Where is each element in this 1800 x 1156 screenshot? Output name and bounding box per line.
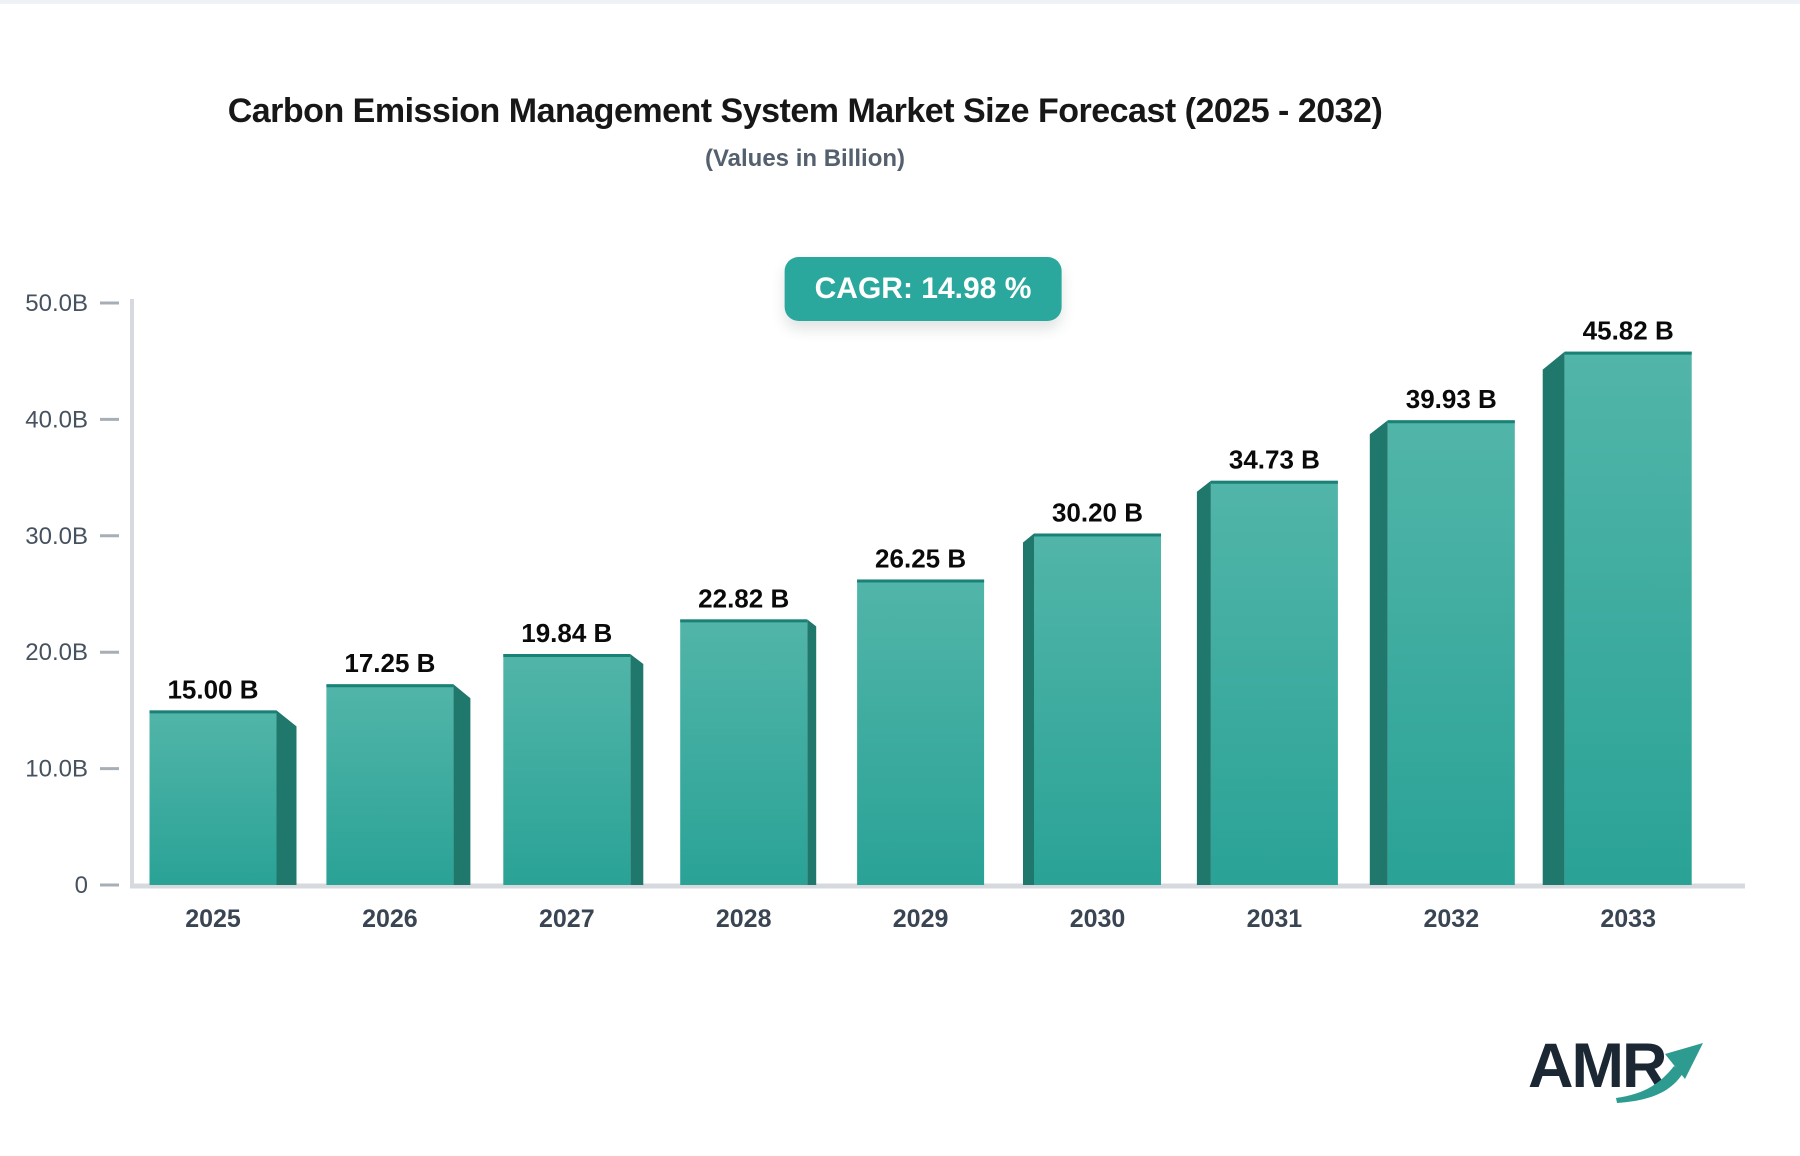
bar-side-face: [1023, 533, 1034, 885]
bar-front-face: [1564, 351, 1692, 885]
bar-front-face: [326, 684, 454, 885]
bar-front-face: [1210, 480, 1338, 885]
bar-side-face: [630, 654, 644, 885]
bar-group-2025: 15.00 B 2025: [149, 674, 297, 933]
x-axis-year-label: 2029: [893, 905, 949, 933]
bar-value-label: 30.20 B: [1052, 497, 1143, 527]
bar-side-face: [453, 684, 471, 885]
bar-value-label: 22.82 B: [698, 583, 789, 613]
bar-front-face: [149, 710, 277, 885]
y-tick-label: 10.0B: [25, 756, 88, 783]
x-axis-year-label: 2032: [1423, 905, 1479, 933]
bar-side-face: [1196, 480, 1211, 885]
y-tick-label: 30.0B: [25, 523, 88, 550]
bar-side-face: [276, 710, 297, 885]
bar-value-label: 15.00 B: [167, 674, 258, 704]
bar-front-face: [857, 579, 985, 885]
bar-group-2027: 19.84 B 2027: [503, 618, 644, 933]
bar-group-2026: 17.25 B 2026: [326, 648, 471, 933]
y-tick-label: 20.0B: [25, 639, 88, 666]
bar-group-2031: 34.73 B 2031: [1196, 445, 1338, 933]
y-tick-label: 0: [75, 872, 88, 899]
logo-arrow-icon: [1616, 1043, 1703, 1103]
chart-header: Carbon Emission Management System Market…: [0, 92, 1610, 173]
bar-value-label: 17.25 B: [344, 648, 435, 678]
x-axis-year-label: 2025: [185, 905, 241, 933]
bar-value-label: 45.82 B: [1583, 316, 1674, 346]
bar-side-face: [807, 619, 817, 885]
x-axis-year-label: 2026: [362, 905, 418, 933]
bar-value-label: 19.84 B: [521, 618, 612, 648]
bar-group-2032: 39.93 B 2032: [1369, 384, 1515, 933]
bar-group-2029: 26.25 B 2029: [857, 543, 985, 933]
x-axis-year-label: 2028: [716, 905, 772, 933]
chart-subtitle: (Values in Billion): [704, 145, 906, 172]
bar-group-2030: 30.20 B 2030: [1023, 497, 1161, 933]
chart-title: Carbon Emission Management System Market…: [227, 92, 1383, 130]
top-border-strip: [0, 0, 1800, 4]
amr-logo: AMR: [1528, 1035, 1703, 1116]
y-tick-label: 50.0B: [25, 290, 88, 317]
amr-logo-text: AMR: [1528, 1031, 1667, 1101]
cagr-badge: CAGR: 14.98 %: [784, 257, 1062, 321]
x-axis-year-label: 2033: [1600, 905, 1656, 933]
bar-front-face: [680, 619, 808, 885]
x-axis-year-label: 2030: [1070, 905, 1126, 933]
bar-side-face: [1542, 351, 1565, 885]
x-axis-year-label: 2027: [539, 905, 595, 933]
bar-group-2033: 45.82 B 2033: [1542, 316, 1692, 933]
y-tick-label: 40.0B: [25, 406, 88, 433]
bar-side-face: [1369, 420, 1388, 885]
bar-front-face: [1034, 533, 1161, 885]
x-axis-year-label: 2031: [1247, 905, 1303, 933]
bar-front-face: [1387, 420, 1515, 885]
bar-value-label: 26.25 B: [875, 543, 966, 573]
bar-front-face: [503, 654, 631, 885]
bar-value-label: 34.73 B: [1229, 445, 1320, 475]
bar-group-2028: 22.82 B 2028: [680, 583, 817, 933]
bar-value-label: 39.93 B: [1406, 384, 1497, 414]
